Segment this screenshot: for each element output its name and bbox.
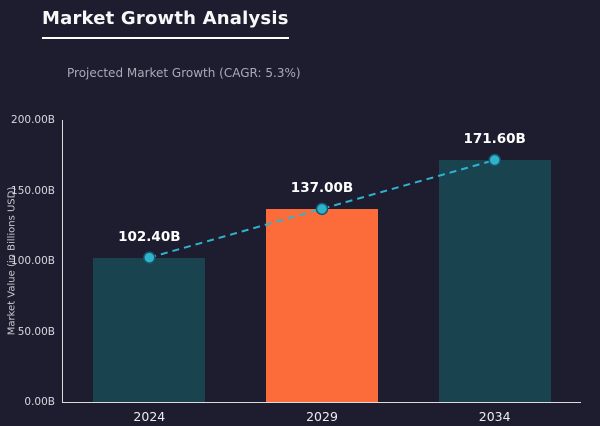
chart-subtitle: Projected Market Growth (CAGR: 5.3%) [67,66,301,80]
x-tick-label: 2024 [133,409,166,424]
y-tick-label: 150.00B [11,184,55,197]
y-tick-label: 50.00B [17,325,55,338]
x-tick-label: 2029 [306,409,338,424]
bar-2029 [266,208,378,402]
y-tick-label: 200.00B [11,114,55,126]
y-tick-label: 0.00B [24,396,55,408]
trend-marker-2029 [315,202,329,216]
y-tick-label: 100.00B [11,255,55,267]
value-label-2029: 137.00B [290,179,354,196]
value-label-2034: 171.60B [463,131,526,148]
value-label-2024: 102.40B [118,228,181,245]
plot-area: 0.00B 50.00B 100.00B 150.00B 200.00B 2024 2029… [11,114,581,424]
chart-title: Market Growth Analysis [42,8,289,39]
trend-marker-2024 [143,251,156,264]
trend-marker-2034 [488,153,501,167]
x-tick-label: 2034 [478,409,511,424]
trend-line-layer [143,153,501,264]
bar-2024 [93,257,206,402]
bar-2034 [438,160,551,402]
